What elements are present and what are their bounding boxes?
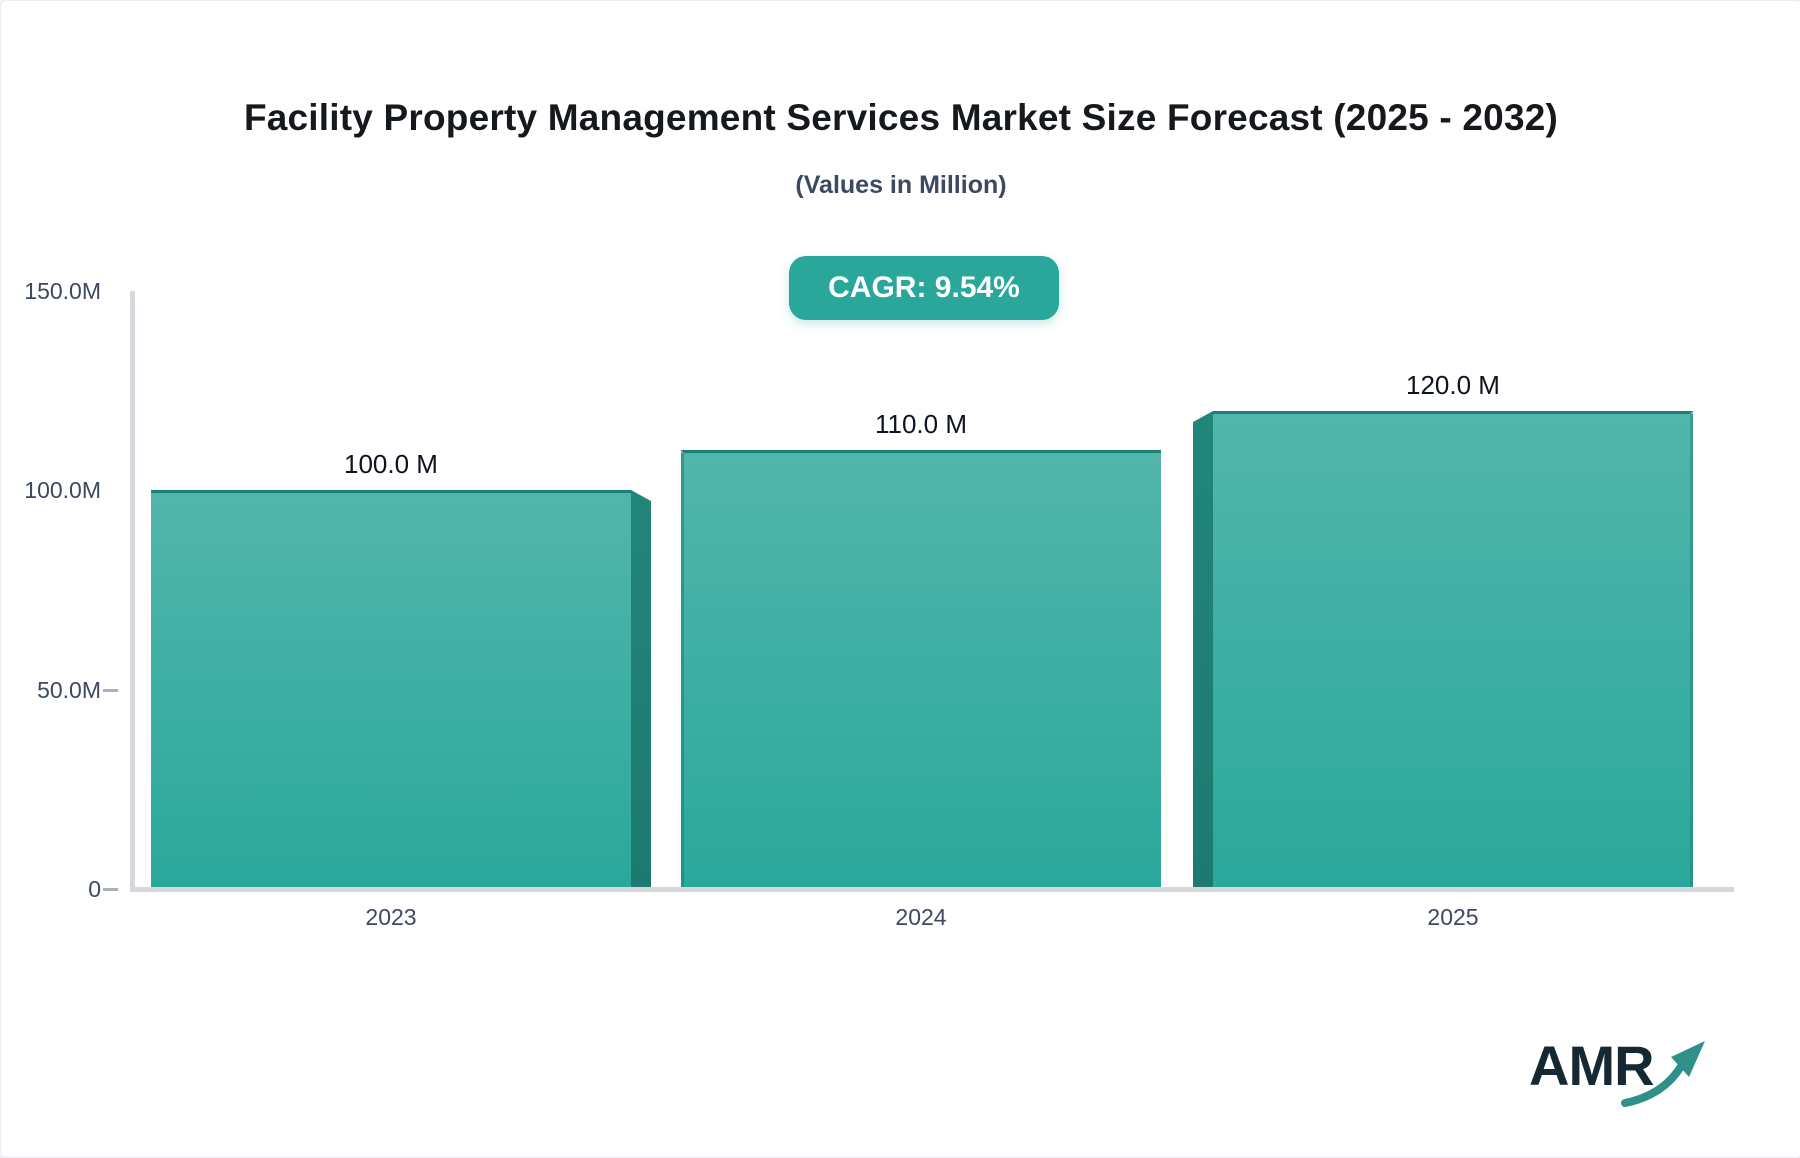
bar-value-label: 100.0 M — [344, 449, 438, 479]
y-axis-tick-mark — [103, 688, 118, 692]
y-axis-tick-label: 150.0M — [24, 278, 101, 304]
bar-2023 — [151, 490, 631, 889]
bar-3d-bevel — [631, 490, 651, 501]
bar-2025 — [1213, 411, 1693, 889]
x-axis-category-label: 2024 — [895, 904, 947, 930]
bar-3d-side — [1193, 422, 1213, 889]
y-axis-line — [130, 291, 135, 891]
x-axis-baseline — [130, 887, 1734, 892]
bar-3d-bevel — [1193, 411, 1213, 422]
chart-title: Facility Property Management Services Ma… — [243, 97, 1559, 138]
logo-text: AMR — [1529, 1034, 1655, 1097]
bar-value-label: 120.0 M — [1406, 370, 1500, 400]
x-axis-category-label: 2025 — [1427, 904, 1479, 930]
x-axis-category-label: 2023 — [365, 904, 417, 930]
bar-3d-side — [631, 501, 651, 889]
bar-value-label: 110.0 M — [874, 409, 967, 439]
brand-logo: AMR — [1529, 1025, 1729, 1115]
chart-subtitle: (Values in Million) — [795, 171, 1007, 199]
y-axis-tick-mark — [103, 888, 118, 891]
y-axis-tick-label: 100.0M — [24, 477, 101, 504]
y-axis-tick-label: 50.0M — [37, 676, 101, 703]
y-axis-tick-label: 0 — [88, 876, 101, 902]
bar-2024 — [681, 450, 1161, 889]
logo-trend-arrow-icon — [1621, 1041, 1705, 1107]
cagr-badge: CAGR: 9.54% — [789, 256, 1059, 320]
